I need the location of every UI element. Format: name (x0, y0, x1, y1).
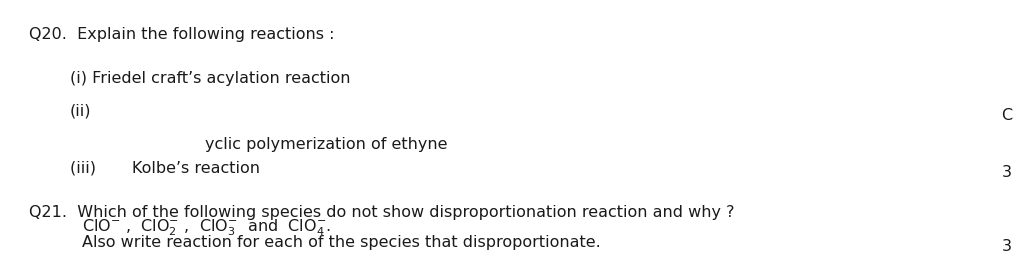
Text: Q20.  Explain the following reactions :: Q20. Explain the following reactions : (29, 26, 334, 42)
Text: 3: 3 (1001, 239, 1012, 254)
Text: (i) Friedel craft’s acylation reaction: (i) Friedel craft’s acylation reaction (70, 71, 350, 86)
Text: Also write reaction for each of the species that disproportionate.: Also write reaction for each of the spec… (82, 235, 601, 250)
Text: (ii): (ii) (70, 104, 91, 119)
Text: (iii)       Kolbe’s reaction: (iii) Kolbe’s reaction (70, 160, 260, 175)
Text: 3: 3 (1001, 165, 1012, 181)
Text: C: C (1001, 108, 1013, 123)
Text: $\mathrm{ClO^{-}}$ ,  $\mathrm{ClO_2^{-}}$ ,  $\mathrm{ClO_3^{-}}$  and  $\mathr: $\mathrm{ClO^{-}}$ , $\mathrm{ClO_2^{-}}… (82, 218, 331, 238)
Text: yclic polymerization of ethyne: yclic polymerization of ethyne (205, 137, 447, 152)
Text: Q21.  Which of the following species do not show disproportionation reaction and: Q21. Which of the following species do n… (29, 205, 734, 220)
